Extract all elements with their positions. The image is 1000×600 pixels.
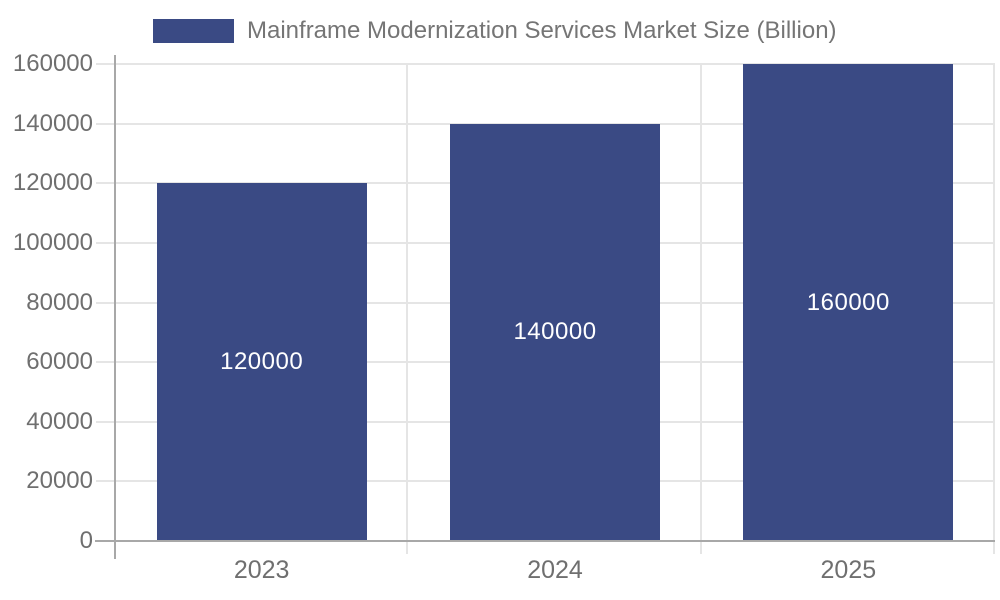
y-tick-mark <box>96 301 115 304</box>
y-tick-label: 60000 <box>26 348 93 376</box>
y-tick-mark <box>96 420 115 423</box>
y-axis-line <box>114 55 116 559</box>
x-axis-category-label: 2023 <box>233 556 290 584</box>
y-tick-label: 40000 <box>26 407 93 435</box>
y-tick-label: 0 <box>79 527 93 554</box>
y-tick-label: 80000 <box>26 288 93 316</box>
bar-value-label: 160000 <box>806 288 890 316</box>
y-tick-mark <box>96 241 115 244</box>
legend-label: Mainframe Modernization Services Market … <box>247 17 837 44</box>
y-tick-mark <box>96 182 115 185</box>
bar: 140000 <box>450 123 660 541</box>
legend-swatch-icon <box>153 19 234 43</box>
x-axis-category-label: 2024 <box>527 556 583 584</box>
y-tick-mark <box>96 480 115 483</box>
y-tick-mark <box>96 361 115 364</box>
y-tick-label: 100000 <box>12 228 93 256</box>
legend: Mainframe Modernization Services Market … <box>153 17 837 45</box>
x-tick-mark <box>406 541 409 554</box>
x-axis-line <box>95 540 995 542</box>
y-tick-label: 160000 <box>12 50 93 77</box>
gridline-vertical <box>406 64 409 541</box>
y-tick-mark <box>96 63 115 65</box>
gridline-vertical <box>993 64 995 541</box>
y-tick-label: 20000 <box>26 467 93 495</box>
y-tick-label: 120000 <box>12 169 93 197</box>
bar: 120000 <box>156 183 367 541</box>
plot-area: 120000 140000 160000 <box>115 63 995 541</box>
x-axis-category-label: 2025 <box>820 556 877 584</box>
y-tick-mark <box>96 122 115 125</box>
gridline-horizontal <box>115 63 995 65</box>
y-tick-label: 140000 <box>12 109 93 137</box>
bar: 160000 <box>743 64 954 541</box>
gridline-vertical <box>699 64 702 541</box>
x-tick-mark <box>993 541 995 554</box>
bar-value-label: 120000 <box>220 348 304 376</box>
x-tick-mark <box>699 541 702 554</box>
bar-value-label: 140000 <box>513 318 597 346</box>
